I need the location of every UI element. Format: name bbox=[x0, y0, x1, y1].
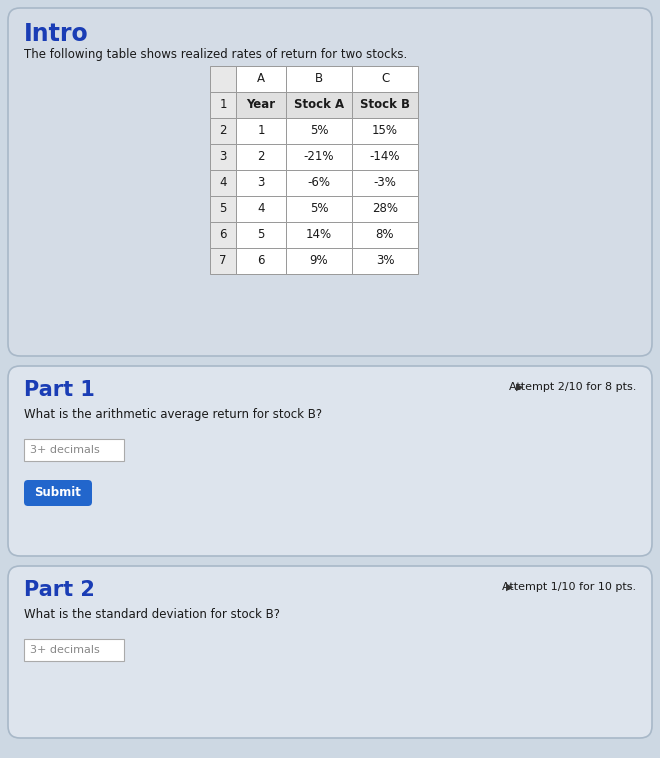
Text: 28%: 28% bbox=[372, 202, 398, 215]
Text: 5: 5 bbox=[219, 202, 226, 215]
Bar bbox=[352, 92, 418, 118]
Bar bbox=[352, 66, 418, 92]
Bar bbox=[210, 170, 236, 196]
Text: 14%: 14% bbox=[306, 228, 332, 242]
FancyBboxPatch shape bbox=[8, 566, 652, 738]
Text: 5: 5 bbox=[257, 228, 265, 242]
Bar bbox=[352, 196, 418, 222]
Bar bbox=[286, 170, 352, 196]
Bar bbox=[352, 248, 418, 274]
Text: C: C bbox=[381, 73, 389, 86]
FancyBboxPatch shape bbox=[8, 366, 652, 556]
Text: 3: 3 bbox=[219, 151, 226, 164]
Bar bbox=[210, 66, 236, 92]
Text: Part 1: Part 1 bbox=[24, 380, 95, 400]
Bar bbox=[286, 66, 352, 92]
Bar bbox=[210, 248, 236, 274]
Bar bbox=[352, 222, 418, 248]
Text: Stock A: Stock A bbox=[294, 99, 344, 111]
Text: Part 2: Part 2 bbox=[24, 580, 95, 600]
Text: -6%: -6% bbox=[308, 177, 331, 190]
Text: 4: 4 bbox=[219, 177, 227, 190]
Text: 3: 3 bbox=[257, 177, 265, 190]
Bar bbox=[286, 92, 352, 118]
Text: 3%: 3% bbox=[376, 255, 394, 268]
Text: 5%: 5% bbox=[310, 202, 328, 215]
Bar bbox=[24, 439, 124, 461]
Bar bbox=[236, 170, 286, 196]
Bar bbox=[236, 248, 286, 274]
Text: Year: Year bbox=[246, 99, 276, 111]
Bar bbox=[236, 66, 286, 92]
Text: 6: 6 bbox=[219, 228, 227, 242]
Bar bbox=[210, 196, 236, 222]
Text: B: B bbox=[315, 73, 323, 86]
Text: 2: 2 bbox=[219, 124, 227, 137]
Text: -21%: -21% bbox=[304, 151, 334, 164]
Text: 6: 6 bbox=[257, 255, 265, 268]
Bar bbox=[286, 248, 352, 274]
Bar bbox=[236, 92, 286, 118]
Text: 15%: 15% bbox=[372, 124, 398, 137]
Text: Submit: Submit bbox=[34, 487, 81, 500]
Text: 3+ decimals: 3+ decimals bbox=[30, 645, 100, 655]
Bar bbox=[236, 196, 286, 222]
Text: 2: 2 bbox=[257, 151, 265, 164]
Text: 5%: 5% bbox=[310, 124, 328, 137]
Text: Intro: Intro bbox=[24, 22, 88, 46]
Bar bbox=[286, 196, 352, 222]
Bar bbox=[286, 144, 352, 170]
Bar bbox=[24, 639, 124, 661]
Text: 9%: 9% bbox=[310, 255, 328, 268]
Text: 3+ decimals: 3+ decimals bbox=[30, 445, 100, 455]
Text: What is the standard deviation for stock B?: What is the standard deviation for stock… bbox=[24, 608, 280, 621]
Text: Attempt 1/10 for 10 pts.: Attempt 1/10 for 10 pts. bbox=[502, 582, 636, 592]
Bar bbox=[352, 144, 418, 170]
Text: A: A bbox=[257, 73, 265, 86]
Text: ▶: ▶ bbox=[506, 582, 513, 592]
Text: Stock B: Stock B bbox=[360, 99, 410, 111]
Bar bbox=[236, 222, 286, 248]
Text: 1: 1 bbox=[257, 124, 265, 137]
Bar bbox=[210, 92, 236, 118]
Text: 7: 7 bbox=[219, 255, 227, 268]
Bar bbox=[210, 118, 236, 144]
Bar bbox=[236, 118, 286, 144]
Text: -14%: -14% bbox=[370, 151, 400, 164]
Text: 8%: 8% bbox=[376, 228, 394, 242]
Bar bbox=[352, 118, 418, 144]
Bar bbox=[352, 170, 418, 196]
Text: ▶: ▶ bbox=[516, 382, 523, 392]
FancyBboxPatch shape bbox=[24, 480, 92, 506]
Text: What is the arithmetic average return for stock B?: What is the arithmetic average return fo… bbox=[24, 408, 322, 421]
Text: 1: 1 bbox=[219, 99, 227, 111]
Bar bbox=[286, 118, 352, 144]
Text: The following table shows realized rates of return for two stocks.: The following table shows realized rates… bbox=[24, 48, 407, 61]
FancyBboxPatch shape bbox=[8, 8, 652, 356]
Text: 4: 4 bbox=[257, 202, 265, 215]
Bar bbox=[210, 144, 236, 170]
Bar bbox=[236, 144, 286, 170]
Text: -3%: -3% bbox=[374, 177, 397, 190]
Text: Attempt 2/10 for 8 pts.: Attempt 2/10 for 8 pts. bbox=[509, 382, 636, 392]
Bar bbox=[210, 222, 236, 248]
Bar bbox=[286, 222, 352, 248]
